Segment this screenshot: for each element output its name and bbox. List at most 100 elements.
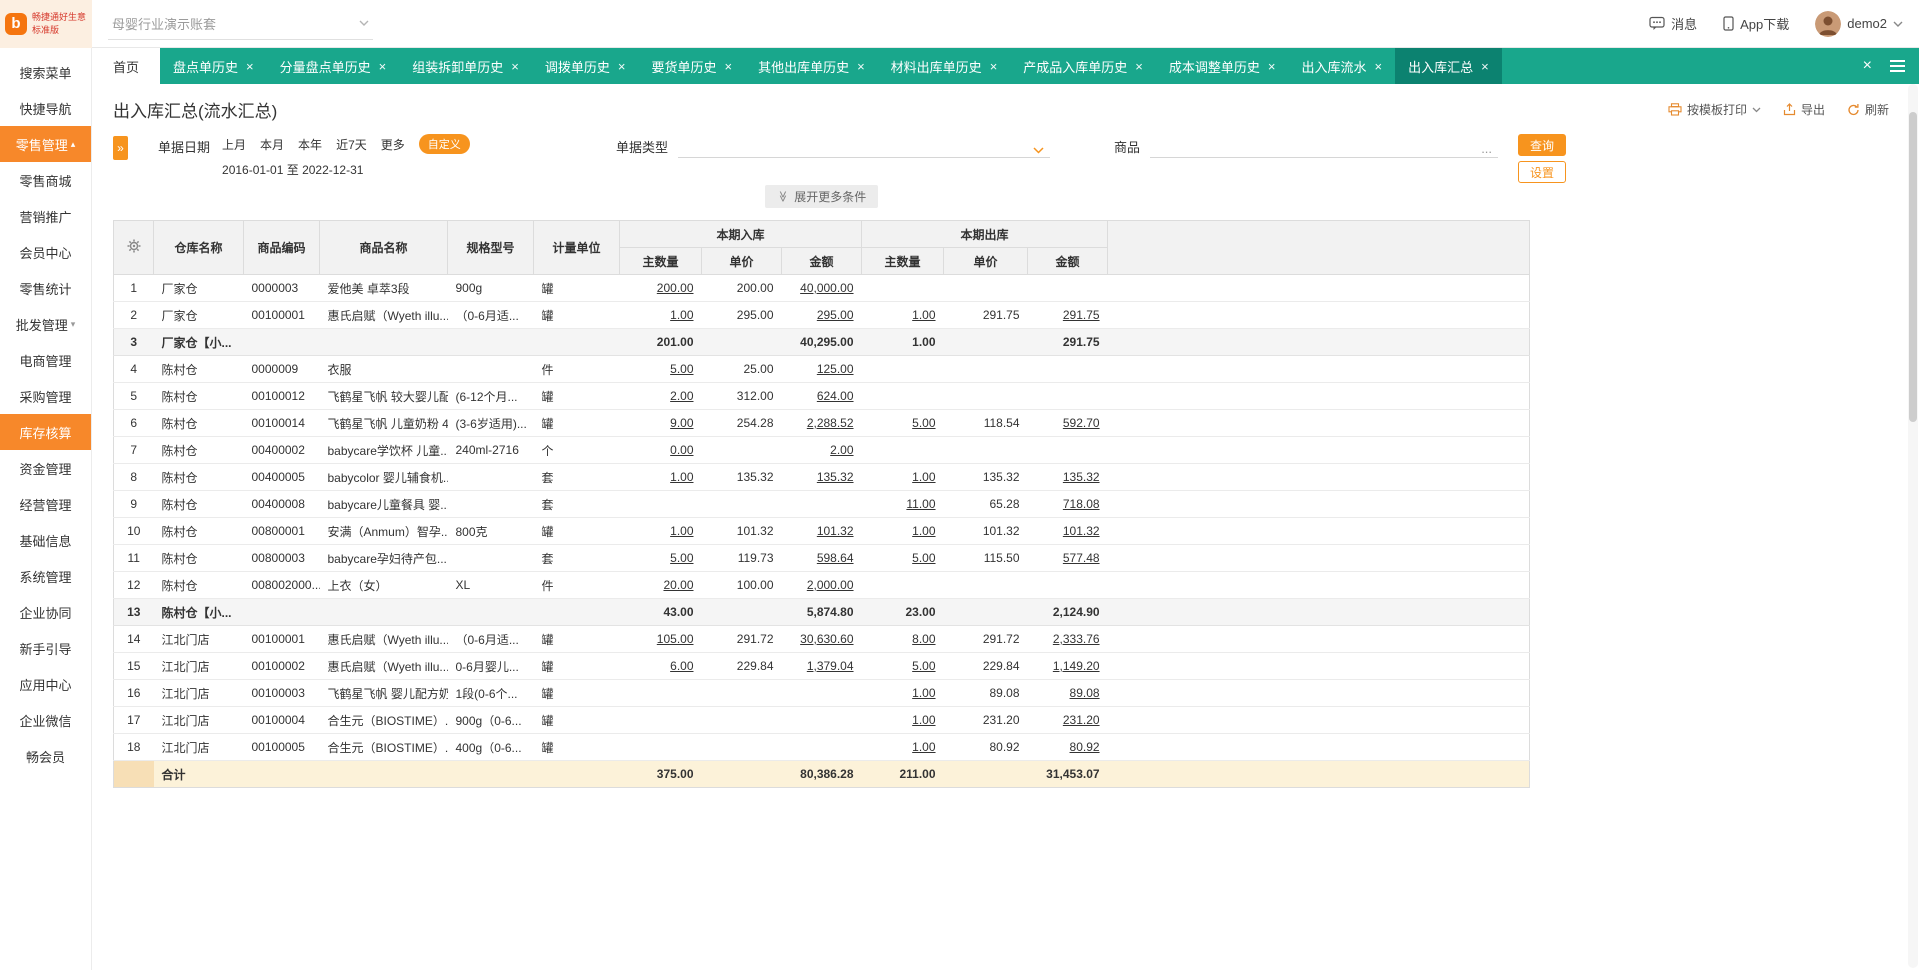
table-row[interactable]: 6 陈村仓 00100014 飞鹤星飞帆 儿童奶粉 4... (3-6岁适用)... 罐 9…	[113, 409, 1530, 437]
table-row[interactable]: 10 陈村仓 00800001 安满（Anmum）智孕... 800克罐 1.00 101.…	[113, 517, 1530, 545]
close-tab-icon[interactable]: ×	[1267, 58, 1276, 74]
drilldown-link[interactable]: 1.00	[912, 713, 936, 727]
sidebar-item-10[interactable]: 库存核算	[0, 414, 91, 450]
sidebar-item-0[interactable]: 搜索菜单	[0, 54, 91, 90]
close-tab-icon[interactable]: ×	[1481, 58, 1489, 74]
drilldown-link[interactable]: 1.00	[912, 524, 936, 538]
drilldown-link[interactable]: 2.00	[670, 389, 694, 403]
drilldown-link[interactable]: 1,379.04	[806, 659, 854, 673]
table-row[interactable]: 11 陈村仓 00800003 babycare孕妇待产包... 套 5.00 119.73…	[113, 544, 1530, 572]
sidebar-item-12[interactable]: 经营管理	[0, 486, 91, 522]
account-select[interactable]: 母婴行业演示账套	[108, 8, 373, 40]
drilldown-link[interactable]: 1.00	[912, 686, 936, 700]
drilldown-link[interactable]: 718.08	[1062, 497, 1100, 511]
collapse-sidebar-toggle[interactable]: »	[113, 136, 128, 160]
drilldown-link[interactable]: 101.32	[816, 524, 854, 538]
date-quick-link-2[interactable]: 本年	[298, 137, 323, 152]
sidebar-item-2[interactable]: 零售管理 ▴	[0, 126, 91, 162]
date-quick-link-0[interactable]: 上月	[222, 137, 247, 152]
drilldown-link[interactable]: 135.32	[816, 470, 854, 484]
table-row[interactable]: 9 陈村仓 00400008 babycare儿童餐具 婴... 套 11.00 65.28…	[113, 490, 1530, 518]
doc-type-select[interactable]	[678, 134, 1051, 158]
expand-more-conditions[interactable]: ≫ 展开更多条件	[764, 185, 879, 208]
table-row[interactable]: 2 厂家仓 00100001 惠氏启赋（Wyeth illu... （0-6月适... 罐…	[113, 301, 1530, 329]
subtotal-row[interactable]: 3 厂家仓【小... 201.00 40,295.00 1.00 291.75	[113, 328, 1530, 356]
tab-2[interactable]: 分量盘点单历史 ×	[267, 48, 400, 84]
total-row[interactable]: 合计 375.00 80,386.28 211.00 31,453.07	[113, 760, 1530, 788]
drilldown-link[interactable]: 2,333.76	[1052, 632, 1100, 646]
export-button[interactable]: 导出	[1783, 101, 1825, 118]
table-row[interactable]: 18 江北门店 00100005 合生元（BIOSTIME）... 400g（0-6..…	[113, 733, 1530, 761]
table-row[interactable]: 4 陈村仓 0000009 衣服 件 5.00 25.00 125.00	[113, 355, 1530, 383]
close-all-tabs-icon[interactable]: ×	[1862, 57, 1872, 74]
close-tab-icon[interactable]: ×	[246, 58, 254, 74]
sidebar-item-18[interactable]: 企业微信	[0, 702, 91, 738]
refresh-button[interactable]: 刷新	[1847, 101, 1889, 118]
drilldown-link[interactable]: 11.00	[906, 497, 936, 511]
drilldown-link[interactable]: 1.00	[670, 308, 694, 322]
drilldown-link[interactable]: 20.00	[663, 578, 694, 592]
drilldown-link[interactable]: 125.00	[816, 362, 854, 376]
tab-11[interactable]: 出入库汇总 ×	[1395, 48, 1502, 84]
tab-0[interactable]: 首页	[92, 48, 161, 84]
tab-4[interactable]: 调拨单历史 ×	[532, 48, 639, 84]
print-by-template-button[interactable]: 按模板打印	[1668, 101, 1761, 118]
vertical-scrollbar[interactable]	[1908, 84, 1918, 968]
sidebar-item-1[interactable]: 快捷导航	[0, 90, 91, 126]
sidebar-item-19[interactable]: 畅会员	[0, 738, 91, 774]
drilldown-link[interactable]: 1.00	[912, 470, 936, 484]
close-tab-icon[interactable]: ×	[1135, 58, 1143, 74]
drilldown-link[interactable]: 1.00	[912, 740, 936, 754]
drilldown-link[interactable]: 40,000.00	[800, 281, 854, 295]
table-row[interactable]: 14 江北门店 00100001 惠氏启赋（Wyeth illu... （0-6月适..…	[113, 625, 1530, 653]
messages-button[interactable]: 消息	[1649, 14, 1697, 33]
drilldown-link[interactable]: 9.00	[670, 416, 694, 430]
drilldown-link[interactable]: 598.64	[816, 551, 854, 565]
close-tab-icon[interactable]: ×	[1374, 58, 1383, 74]
product-input[interactable]: ...	[1150, 134, 1499, 158]
tab-7[interactable]: 材料出库单历史 ×	[878, 48, 1011, 84]
sidebar-item-3[interactable]: 零售商城	[0, 162, 91, 198]
custom-date-badge[interactable]: 自定义	[418, 134, 470, 154]
close-tab-icon[interactable]: ×	[378, 58, 387, 74]
drilldown-link[interactable]: 1.00	[912, 308, 936, 322]
sidebar-item-13[interactable]: 基础信息	[0, 522, 91, 558]
sidebar-item-9[interactable]: 采购管理	[0, 378, 91, 414]
drilldown-link[interactable]: 291.75	[1062, 308, 1100, 322]
sidebar-item-15[interactable]: 企业协同	[0, 594, 91, 630]
drilldown-link[interactable]: 592.70	[1062, 416, 1100, 430]
drilldown-link[interactable]: 5.00	[912, 659, 936, 673]
table-row[interactable]: 15 江北门店 00100002 惠氏启赋（Wyeth illu... 0-6月婴儿..…	[113, 652, 1530, 680]
drilldown-link[interactable]: 624.00	[816, 389, 854, 403]
drilldown-link[interactable]: 5.00	[670, 362, 694, 376]
drilldown-link[interactable]: 5.00	[912, 416, 936, 430]
tab-1[interactable]: 盘点单历史 ×	[160, 48, 267, 84]
close-tab-icon[interactable]: ×	[511, 58, 519, 74]
sidebar-item-8[interactable]: 电商管理	[0, 342, 91, 378]
user-menu[interactable]: demo2	[1815, 10, 1903, 37]
drilldown-link[interactable]: 2,288.52	[806, 416, 854, 430]
search-button[interactable]: 查询	[1518, 134, 1567, 156]
table-row[interactable]: 7 陈村仓 00400002 babycare学饮杯 儿童... 240ml-2716 个…	[113, 436, 1530, 464]
drilldown-link[interactable]: 105.00	[656, 632, 694, 646]
drilldown-link[interactable]: 135.32	[1062, 470, 1100, 484]
drilldown-link[interactable]: 295.00	[816, 308, 854, 322]
drilldown-link[interactable]: 1.00	[670, 470, 694, 484]
close-tab-icon[interactable]: ×	[617, 58, 626, 74]
table-row[interactable]: 12 陈村仓 008002000... 上衣（女） XL 件 20.00 100.00 2,00…	[113, 571, 1530, 599]
tab-6[interactable]: 其他出库单历史 ×	[745, 48, 878, 84]
date-quick-link-1[interactable]: 本月	[260, 137, 285, 152]
column-settings-header[interactable]	[113, 220, 154, 275]
sidebar-item-6[interactable]: 零售统计	[0, 270, 91, 306]
drilldown-link[interactable]: 30,630.60	[800, 632, 854, 646]
drilldown-link[interactable]: 89.08	[1069, 686, 1100, 700]
drilldown-link[interactable]: 8.00	[912, 632, 936, 646]
drilldown-link[interactable]: 231.20	[1062, 713, 1100, 727]
date-quick-link-3[interactable]: 近7天	[336, 137, 367, 152]
drilldown-link[interactable]: 2.00	[830, 443, 854, 457]
tab-5[interactable]: 要货单历史 ×	[638, 48, 745, 84]
date-quick-link-4[interactable]: 更多	[380, 137, 405, 152]
drilldown-link[interactable]: 6.00	[670, 659, 694, 673]
drilldown-link[interactable]: 1.00	[670, 524, 694, 538]
